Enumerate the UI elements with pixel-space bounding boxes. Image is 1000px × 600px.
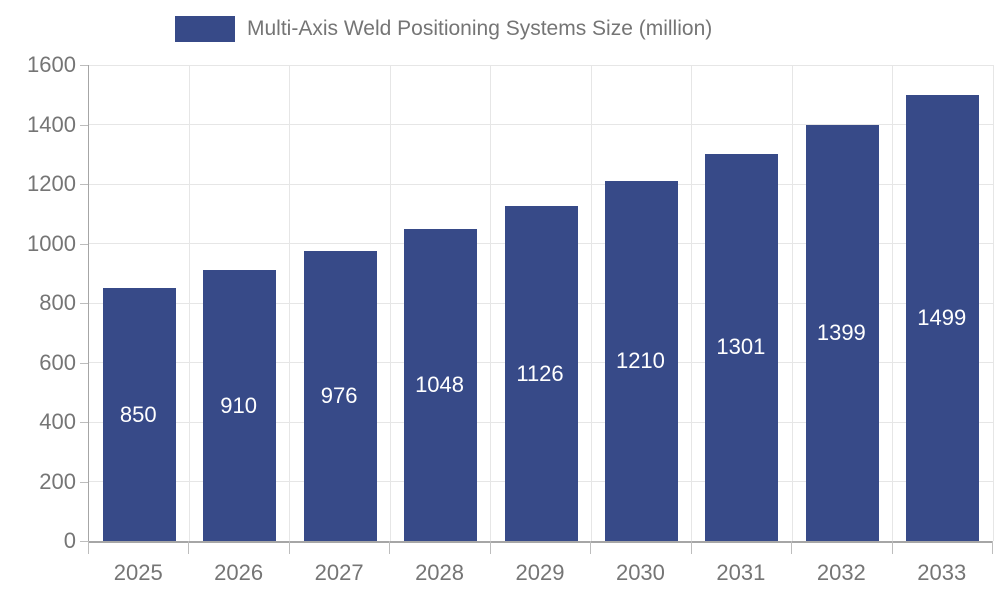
y-axis-tick <box>80 541 88 542</box>
gridline-vertical <box>389 65 391 541</box>
bar <box>404 229 478 541</box>
y-axis-tick-label: 1600 <box>27 52 76 77</box>
y-axis-tick-label: 600 <box>39 349 76 375</box>
bar <box>604 181 678 541</box>
bar-value-label: 910 <box>220 392 258 418</box>
bar <box>303 250 377 541</box>
y-axis-tick <box>80 422 88 423</box>
x-axis-tick <box>88 541 89 554</box>
x-axis-tick-label: 2028 <box>415 560 465 585</box>
x-axis-tick <box>590 541 592 554</box>
y-axis-tick-label: 0 <box>63 528 76 553</box>
y-axis-tick-label: 1200 <box>27 171 76 196</box>
x-axis-tick <box>489 541 491 554</box>
x-axis-tick-label: 2029 <box>515 560 565 585</box>
x-axis-tick <box>791 541 793 554</box>
gridline-horizontal <box>89 124 993 125</box>
x-axis-tick <box>891 541 893 554</box>
x-axis-tick-label: 2033 <box>917 560 967 585</box>
x-axis-tick <box>288 541 290 554</box>
bar-value-label: 1301 <box>716 334 766 360</box>
plot-area <box>88 64 994 543</box>
bar <box>102 288 176 541</box>
bar-value-label: 1399 <box>816 319 866 345</box>
y-axis-tick <box>80 124 88 126</box>
gridline-vertical <box>992 65 994 541</box>
x-axis-tick-label: 2031 <box>716 560 766 585</box>
y-axis-tick-label: 1000 <box>27 230 76 256</box>
bar-value-label: 976 <box>320 382 358 408</box>
x-axis-tick-label: 2026 <box>214 560 264 585</box>
x-axis-tick <box>992 541 993 554</box>
gridline-horizontal <box>89 64 993 66</box>
bar-value-label: 1048 <box>415 372 465 398</box>
x-axis-tick <box>389 541 391 554</box>
legend-swatch <box>175 16 235 42</box>
gridline-vertical <box>289 65 291 541</box>
y-axis-tick <box>80 481 88 483</box>
gridline-vertical <box>892 65 894 541</box>
bar <box>504 206 578 541</box>
legend-label: Multi-Axis Weld Positioning Systems Size… <box>247 17 713 40</box>
y-axis-tick <box>80 303 88 304</box>
x-axis-tick-label: 2032 <box>816 560 866 585</box>
x-axis-tick-label: 2027 <box>314 560 364 585</box>
y-axis-tick <box>80 362 88 364</box>
bar <box>705 153 779 541</box>
bar <box>805 124 879 541</box>
bar-value-label: 1499 <box>917 305 967 331</box>
bar <box>203 270 277 541</box>
gridline-horizontal <box>89 183 993 185</box>
y-axis-tick-label: 200 <box>39 468 76 494</box>
chart-legend: Multi-Axis Weld Positioning Systems Size… <box>175 16 712 42</box>
y-axis-tick <box>80 65 88 66</box>
x-axis-tick-label: 2030 <box>615 560 665 585</box>
y-axis-tick-label: 800 <box>39 290 76 315</box>
gridline-vertical <box>188 65 190 541</box>
x-axis-tick <box>188 541 190 554</box>
bar-value-label: 1210 <box>615 348 665 373</box>
bar-value-label: 1126 <box>516 360 564 386</box>
bar-value-label: 850 <box>119 401 157 427</box>
y-axis-tick <box>80 184 88 185</box>
y-axis-tick <box>80 243 88 245</box>
gridline-vertical <box>691 65 693 541</box>
x-axis-tick-label: 2025 <box>113 560 163 585</box>
gridline-vertical <box>791 65 793 541</box>
x-axis-tick <box>690 541 692 554</box>
gridline-vertical <box>490 65 492 541</box>
y-axis-tick-label: 1400 <box>27 111 76 137</box>
bar <box>906 95 980 541</box>
gridline-vertical <box>590 65 592 541</box>
y-axis-tick-label: 400 <box>39 409 76 434</box>
